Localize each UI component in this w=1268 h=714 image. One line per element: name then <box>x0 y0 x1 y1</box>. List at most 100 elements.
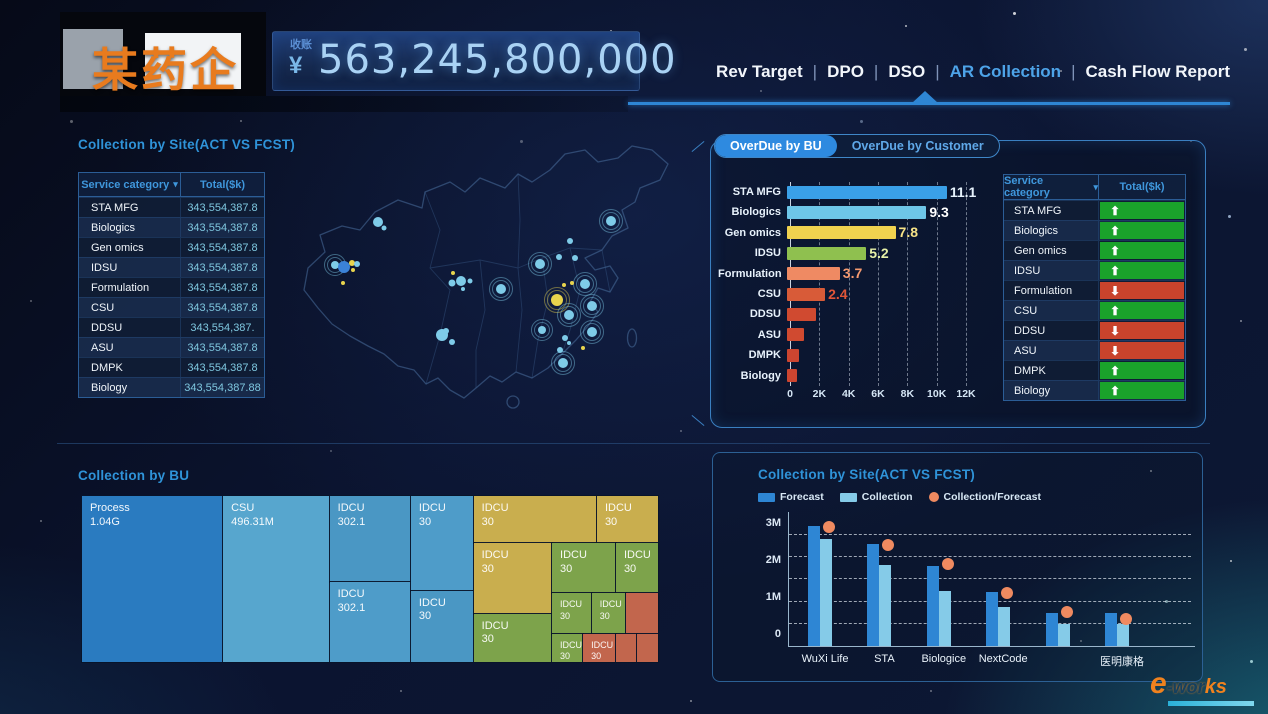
map-site-dot[interactable] <box>551 294 563 306</box>
table-row[interactable]: IDSU ⬆ <box>1004 260 1185 280</box>
tab-overdue-by-bu[interactable]: OverDue by BU <box>715 135 837 157</box>
map-site-dot[interactable] <box>338 261 350 273</box>
map-site-dot[interactable] <box>341 281 345 285</box>
collection-bar[interactable] <box>998 607 1011 646</box>
overdue-bar[interactable] <box>787 307 817 321</box>
map-site-dot[interactable] <box>461 287 465 291</box>
overdue-bar[interactable] <box>787 205 927 219</box>
table-row[interactable]: Gen omics ⬆ <box>1004 240 1185 260</box>
treemap-block[interactable]: IDCU 30 <box>409 495 475 592</box>
treemap-block[interactable]: CSU 496.31M <box>222 495 331 663</box>
map-site-dot[interactable] <box>562 283 566 287</box>
treemap-block[interactable]: IDCU 30 <box>472 495 598 544</box>
map-site-dot[interactable] <box>558 358 568 368</box>
map-site-dot[interactable] <box>564 310 574 320</box>
table-row[interactable]: DMPK ⬆ <box>1004 360 1185 380</box>
table-row[interactable]: DMPK 343,554,387.8 <box>79 357 264 377</box>
treemap-block[interactable]: IDCU 30 <box>551 541 617 595</box>
overdue-table-sort-header[interactable]: Service category ▾ <box>1004 175 1099 199</box>
nav-item-ar-collection[interactable]: AR Collection <box>949 62 1062 81</box>
legend-item-forecast[interactable]: Forecast <box>758 491 824 503</box>
forecast-bar[interactable] <box>1045 612 1058 646</box>
table-row[interactable]: Formulation ⬇ <box>1004 280 1185 300</box>
ratio-dot[interactable] <box>1001 587 1014 600</box>
site-table-sort-header[interactable]: Service category ▾ <box>79 173 181 196</box>
map-site-dot[interactable] <box>606 216 616 226</box>
treemap-block[interactable] <box>636 632 659 663</box>
map-site-dot[interactable] <box>381 225 387 231</box>
table-row[interactable]: DDSU 343,554,387. <box>79 317 264 337</box>
map-site-dot[interactable] <box>570 281 574 285</box>
ratio-dot[interactable] <box>882 539 895 552</box>
map-site-dot[interactable] <box>496 284 506 294</box>
treemap-block[interactable]: IDCU 30 <box>595 495 659 544</box>
table-row[interactable]: IDSU 343,554,387.8 <box>79 257 264 277</box>
map-site-dot[interactable] <box>538 326 546 334</box>
treemap-block[interactable] <box>614 632 639 663</box>
table-row[interactable]: Biologics 343,554,387.8 <box>79 217 264 237</box>
map-site-dot[interactable] <box>587 301 597 311</box>
collection-bar[interactable] <box>879 564 892 646</box>
nav-item-rev-target[interactable]: Rev Target <box>716 62 803 81</box>
legend-item-collection-forecast[interactable]: Collection/Forecast <box>928 491 1041 503</box>
overdue-bar[interactable] <box>787 348 799 362</box>
table-row[interactable]: CSU 343,554,387.8 <box>79 297 264 317</box>
forecast-bar[interactable] <box>808 525 820 646</box>
forecast-bar[interactable] <box>1105 612 1117 646</box>
map-site-dot[interactable] <box>456 276 466 286</box>
table-row[interactable]: ASU ⬇ <box>1004 340 1185 360</box>
overdue-bar[interactable] <box>787 369 798 383</box>
forecast-bar[interactable] <box>926 566 939 646</box>
overdue-bar[interactable] <box>787 246 867 260</box>
map-site-dot[interactable] <box>580 279 590 289</box>
collection-bar[interactable] <box>820 538 832 646</box>
nav-item-dso[interactable]: DSO <box>888 62 926 81</box>
map-site-dot[interactable] <box>443 328 449 334</box>
treemap-block[interactable]: IDCU 30 <box>472 541 554 615</box>
treemap-block[interactable]: IDCU 30 <box>614 541 659 595</box>
treemap-block[interactable]: IDCU 30 <box>590 592 628 635</box>
map-site-dot[interactable] <box>557 347 563 353</box>
treemap-block[interactable]: IDCU 30 <box>582 632 617 663</box>
ratio-dot[interactable] <box>1060 605 1073 618</box>
map-site-dot[interactable] <box>451 271 455 275</box>
map-site-dot[interactable] <box>587 327 597 337</box>
collection-bar[interactable] <box>938 590 951 646</box>
nav-item-cash-flow-report[interactable]: Cash Flow Report <box>1085 62 1230 81</box>
collection-bar[interactable] <box>1057 623 1070 646</box>
ratio-dot[interactable] <box>941 557 954 570</box>
table-row[interactable]: Biology 343,554,387.88 <box>79 377 264 397</box>
collection-bar[interactable] <box>1117 623 1129 646</box>
table-row[interactable]: DDSU ⬇ <box>1004 320 1185 340</box>
map-site-dot[interactable] <box>562 335 568 341</box>
table-row[interactable]: STA MFG ⬆ <box>1004 200 1185 220</box>
map-site-dot[interactable] <box>373 217 383 227</box>
ratio-dot[interactable] <box>1120 613 1132 626</box>
map-site-dot[interactable] <box>354 261 360 267</box>
map-site-dot[interactable] <box>467 278 473 284</box>
treemap-block[interactable]: Process 1.04G <box>80 495 225 663</box>
overdue-bar[interactable] <box>787 267 840 281</box>
treemap-block[interactable]: IDCU 30 <box>472 612 554 663</box>
treemap-block[interactable] <box>625 592 659 635</box>
map-site-dot[interactable] <box>567 238 573 244</box>
map-site-dot[interactable] <box>572 255 578 261</box>
map-site-dot[interactable] <box>556 254 562 260</box>
table-row[interactable]: CSU ⬆ <box>1004 300 1185 320</box>
legend-item-collection[interactable]: Collection <box>839 491 913 503</box>
table-row[interactable]: Biology ⬆ <box>1004 380 1185 400</box>
treemap-block[interactable]: IDCU 302.1 <box>328 581 412 663</box>
treemap-block[interactable]: IDCU 302.1 <box>328 494 412 584</box>
map-site-dot[interactable] <box>567 341 571 345</box>
overdue-bar[interactable] <box>787 185 947 199</box>
overdue-bar[interactable] <box>787 287 826 301</box>
overdue-bar[interactable] <box>787 328 804 342</box>
map-site-dot[interactable] <box>535 259 545 269</box>
map-site-dot[interactable] <box>349 260 355 266</box>
treemap-block[interactable]: IDCU 30 <box>551 632 585 663</box>
table-row[interactable]: STA MFG 343,554,387.8 <box>79 197 264 217</box>
forecast-bar[interactable] <box>867 544 880 646</box>
table-row[interactable]: ASU 343,554,387.8 <box>79 337 264 357</box>
nav-item-dpo[interactable]: DPO <box>827 62 864 81</box>
table-row[interactable]: Formulation 343,554,387.8 <box>79 277 264 297</box>
